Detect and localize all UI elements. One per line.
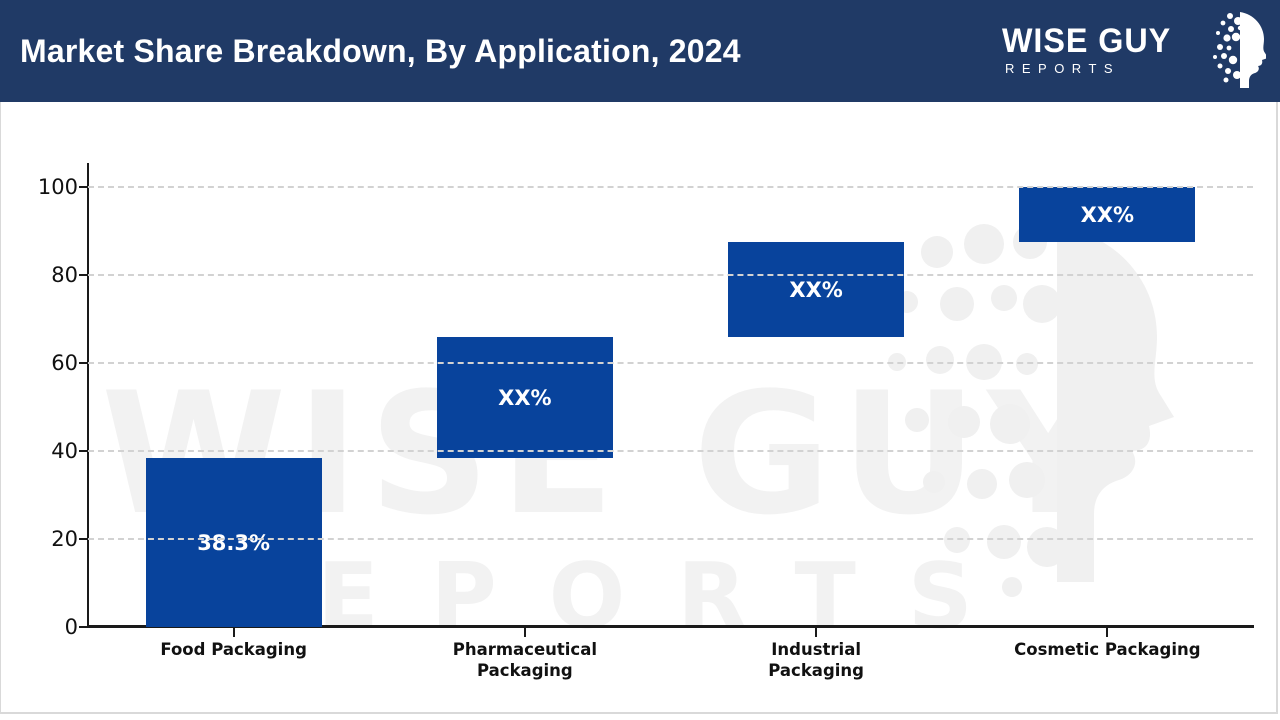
gridline-20 [88, 538, 1253, 540]
y-tick-label-40: 40 [51, 439, 78, 463]
wiseguy-logo: WISE GUY REPORTS [1002, 8, 1266, 92]
logo-subtitle: REPORTS [1004, 61, 1121, 77]
category-label-line: Packaging [477, 660, 573, 680]
y-tick-label-100: 100 [37, 175, 78, 199]
x-axis-line [87, 625, 1254, 628]
bar-pharmaceutical-packaging: XX% [436, 337, 613, 459]
page-title: Market Share Breakdown, By Application, … [20, 32, 741, 69]
bar-cosmetic-packaging: XX% [1019, 187, 1196, 242]
logo-wordmark: WISE GUY [1001, 21, 1172, 60]
logo-text: WISE GUY REPORTS [1001, 21, 1180, 77]
x-tick-food-packaging [232, 628, 235, 637]
y-tick-0 [79, 626, 88, 628]
gridline-40 [88, 450, 1253, 452]
x-tick-cosmetic-packaging [1106, 628, 1109, 637]
y-tick-label-20: 20 [51, 527, 78, 551]
logo-head-icon [1213, 12, 1266, 88]
x-tick-pharmaceutical-packaging [523, 628, 526, 637]
category-label-line: Industrial [771, 640, 861, 659]
category-label-line: Packaging [768, 660, 864, 680]
category-label-pharmaceutical-packaging: Pharmaceutical Packaging [395, 640, 655, 681]
gridline-100 [88, 186, 1253, 188]
y-tick-40 [79, 450, 88, 452]
y-axis-line [87, 163, 89, 628]
y-tick-label-0: 0 [64, 615, 78, 639]
bar-value-label: XX% [1080, 202, 1135, 227]
bar-value-label: 38.3% [197, 530, 271, 555]
y-tick-80 [79, 274, 88, 276]
bar-food-packaging: 38.3% [145, 458, 322, 627]
bar-industrial-packaging: XX% [728, 242, 905, 338]
y-tick-100 [79, 186, 88, 188]
bar-value-label: XX% [498, 385, 552, 410]
category-label-industrial-packaging: Industrial Packaging [686, 640, 946, 681]
category-label-line: Cosmetic Packaging [1014, 640, 1201, 659]
y-tick-label-80: 80 [51, 263, 78, 287]
x-tick-industrial-packaging [815, 628, 818, 637]
y-tick-60 [79, 362, 88, 364]
gridline-80 [88, 274, 1253, 276]
category-label-cosmetic-packaging: Cosmetic Packaging [977, 640, 1237, 661]
category-label-food-packaging: Food Packaging [104, 640, 364, 661]
category-label-line: Food Packaging [160, 640, 307, 659]
y-tick-label-60: 60 [51, 351, 78, 375]
y-tick-20 [79, 538, 88, 540]
bar-value-label: XX% [789, 277, 843, 302]
category-label-line: Pharmaceutical [452, 640, 598, 659]
gridline-60 [88, 362, 1253, 364]
header-bar: Market Share Breakdown, By Application, … [0, 0, 1280, 102]
